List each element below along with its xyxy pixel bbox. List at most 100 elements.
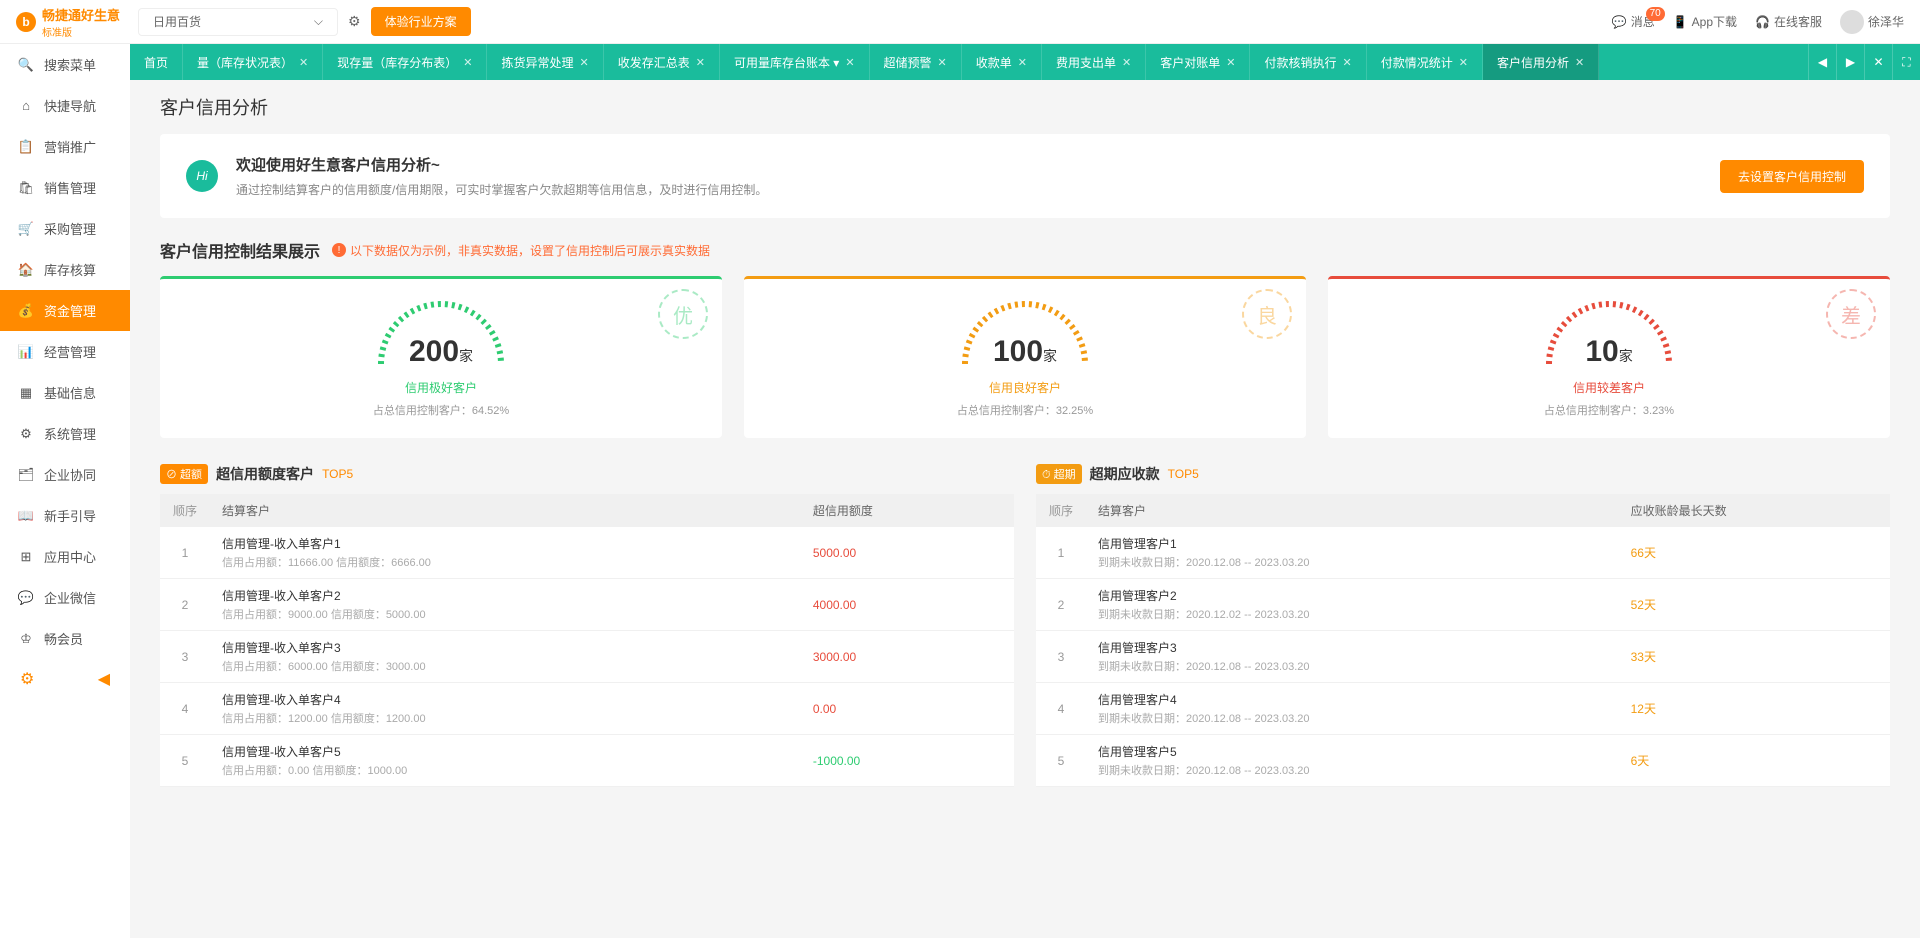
sidebar-item[interactable]: 🔍搜索菜单 <box>0 44 130 85</box>
brand-name: 畅捷通好生意 <box>42 5 120 24</box>
user-menu[interactable]: 徐泽华 <box>1840 10 1904 34</box>
close-icon[interactable]: ✕ <box>1575 56 1584 69</box>
sidebar-icon: 📋 <box>18 139 34 155</box>
service-link[interactable]: 🎧 在线客服 <box>1755 13 1822 30</box>
banner-title: 欢迎使用好生意客户信用分析~ <box>236 154 767 175</box>
gear-icon[interactable]: ⚙ <box>348 13 361 30</box>
sidebar-label: 应用中心 <box>44 547 96 566</box>
sidebar-item[interactable]: 🛍销售管理 <box>0 167 130 208</box>
stamp-icon: 良 <box>1242 289 1292 339</box>
table-row[interactable]: 5 信用管理-收入单客户5信用占用额：0.00 信用额度：1000.00 -10… <box>160 735 1014 787</box>
sidebar-item[interactable]: 💰资金管理 <box>0 290 130 331</box>
close-icon[interactable]: ✕ <box>1018 56 1027 69</box>
tab[interactable]: 付款核销执行✕ <box>1250 44 1366 80</box>
table-row[interactable]: 2 信用管理客户2到期未收款日期：2020.12.02 -- 2023.03.2… <box>1036 579 1890 631</box>
customer-sub: 到期未收款日期：2020.12.08 -- 2023.03.20 <box>1098 554 1607 570</box>
close-icon[interactable]: ✕ <box>1226 56 1235 69</box>
sidebar-label: 库存核算 <box>44 260 96 279</box>
table-row[interactable]: 5 信用管理客户5到期未收款日期：2020.12.08 -- 2023.03.2… <box>1036 735 1890 787</box>
sidebar-icon: 🛍 <box>18 180 34 196</box>
tab[interactable]: 量（库存状况表）✕ <box>183 44 323 80</box>
messages-link[interactable]: 💬 消息 70 <box>1612 13 1655 30</box>
seq: 1 <box>1036 527 1086 579</box>
close-icon[interactable]: ✕ <box>1459 56 1468 69</box>
seq: 3 <box>160 631 210 683</box>
headset-icon: 🎧 <box>1755 15 1770 29</box>
tab[interactable]: 可用量库存台账本 ▾✕ <box>720 44 870 80</box>
table-row[interactable]: 3 信用管理-收入单客户3信用占用额：6000.00 信用额度：3000.00 … <box>160 631 1014 683</box>
tab-close-all[interactable]: ✕ <box>1864 44 1892 80</box>
sidebar-icon: 🛒 <box>18 221 34 237</box>
card-number: 200家 <box>371 335 511 369</box>
settings-icon[interactable]: ⚙ <box>20 669 34 689</box>
goto-settings-button[interactable]: 去设置客户信用控制 <box>1720 160 1864 193</box>
tab-prev[interactable]: ◀ <box>1808 44 1836 80</box>
value: 12天 <box>1619 683 1890 735</box>
col-header: 结算客户 <box>210 494 801 527</box>
tab[interactable]: 收发存汇总表✕ <box>604 44 720 80</box>
close-icon[interactable]: ✕ <box>463 56 472 69</box>
table-row[interactable]: 1 信用管理客户1到期未收款日期：2020.12.08 -- 2023.03.2… <box>1036 527 1890 579</box>
sidebar-item[interactable]: 📊经营管理 <box>0 331 130 372</box>
tab[interactable]: 客户对账单✕ <box>1146 44 1250 80</box>
table-row[interactable]: 2 信用管理-收入单客户2信用占用额：9000.00 信用额度：5000.00 … <box>160 579 1014 631</box>
experience-button[interactable]: 体验行业方案 <box>371 7 471 36</box>
sidebar-item[interactable]: 🗂企业协同 <box>0 454 130 495</box>
top-right: 💬 消息 70 📱 App下载 🎧 在线客服 徐泽华 <box>1612 10 1904 34</box>
sidebar-item[interactable]: 🏠库存核算 <box>0 249 130 290</box>
table-row[interactable]: 4 信用管理-收入单客户4信用占用额：1200.00 信用额度：1200.00 … <box>160 683 1014 735</box>
sidebar-label: 畅会员 <box>44 629 83 648</box>
fullscreen[interactable]: ⛶ <box>1892 44 1920 80</box>
sidebar-icon: 🔍 <box>18 57 34 73</box>
result-title: 客户信用控制结果展示 <box>160 238 320 262</box>
tab[interactable]: 付款情况统计✕ <box>1367 44 1483 80</box>
tab-next[interactable]: ▶ <box>1836 44 1864 80</box>
over-quota-table: ⊘ 超额 超信用额度客户 TOP5 顺序结算客户超信用额度 1 信用管理-收入单… <box>160 464 1014 787</box>
overdue-table: ⏱ 超期 超期应收款 TOP5 顺序结算客户应收账龄最长天数 1 信用管理客户1… <box>1036 464 1890 787</box>
download-icon: 📱 <box>1673 15 1688 29</box>
table-row[interactable]: 3 信用管理客户3到期未收款日期：2020.12.08 -- 2023.03.2… <box>1036 631 1890 683</box>
stamp-icon: 差 <box>1826 289 1876 339</box>
warning-note: ! 以下数据仅为示例，非真实数据，设置了信用控制后可展示真实数据 <box>332 242 710 259</box>
sidebar-item[interactable]: ▦基础信息 <box>0 372 130 413</box>
logo[interactable]: b 畅捷通好生意 标准版 <box>16 5 126 39</box>
tab[interactable]: 收款单✕ <box>962 44 1042 80</box>
top5-label: TOP5 <box>322 467 353 481</box>
table-row[interactable]: 1 信用管理-收入单客户1信用占用额：11666.00 信用额度：6666.00… <box>160 527 1014 579</box>
sidebar-item[interactable]: 🛒采购管理 <box>0 208 130 249</box>
sidebar-item[interactable]: 💬企业微信 <box>0 577 130 618</box>
close-icon[interactable]: ✕ <box>938 56 947 69</box>
collapse-icon[interactable]: ◀ <box>98 669 110 689</box>
sidebar-item[interactable]: ♔畅会员 <box>0 618 130 659</box>
value: 6天 <box>1619 735 1890 787</box>
app-download-link[interactable]: 📱 App下载 <box>1673 13 1737 30</box>
content: 客户信用分析 Hi 欢迎使用好生意客户信用分析~ 通过控制结算客户的信用额度/信… <box>130 80 1920 938</box>
tab[interactable]: 首页 <box>130 44 183 80</box>
tab[interactable]: 费用支出单✕ <box>1042 44 1146 80</box>
close-icon[interactable]: ✕ <box>580 56 589 69</box>
close-icon[interactable]: ✕ <box>845 56 854 69</box>
tab[interactable]: 现存量（库存分布表）✕ <box>323 44 487 80</box>
customer-name: 信用管理-收入单客户4 <box>222 691 789 708</box>
sidebar-item[interactable]: 📋营销推广 <box>0 126 130 167</box>
sidebar-item[interactable]: ⚙系统管理 <box>0 413 130 454</box>
chevron-down-icon: ⌵ <box>314 14 323 29</box>
close-icon[interactable]: ✕ <box>1122 56 1131 69</box>
close-icon[interactable]: ✕ <box>299 56 308 69</box>
table-row[interactable]: 4 信用管理客户4到期未收款日期：2020.12.08 -- 2023.03.2… <box>1036 683 1890 735</box>
sidebar-item[interactable]: ⊞应用中心 <box>0 536 130 577</box>
close-icon[interactable]: ✕ <box>1342 56 1351 69</box>
customer-sub: 到期未收款日期：2020.12.08 -- 2023.03.20 <box>1098 658 1607 674</box>
table-title: 超信用额度客户 <box>216 464 314 484</box>
tab[interactable]: 超储预警✕ <box>870 44 962 80</box>
tab[interactable]: 拣货异常处理✕ <box>487 44 603 80</box>
sidebar-label: 企业微信 <box>44 588 96 607</box>
tab[interactable]: 客户信用分析✕ <box>1483 44 1599 80</box>
sidebar-item[interactable]: 📖新手引导 <box>0 495 130 536</box>
sidebar-item[interactable]: ⌂快捷导航 <box>0 85 130 126</box>
category-select[interactable]: 日用百货 ⌵ <box>138 8 338 36</box>
close-icon[interactable]: ✕ <box>696 56 705 69</box>
customer-name: 信用管理-收入单客户3 <box>222 639 789 656</box>
table-title: 超期应收款 <box>1090 464 1160 484</box>
card-label: 信用极好客户 <box>405 379 477 396</box>
